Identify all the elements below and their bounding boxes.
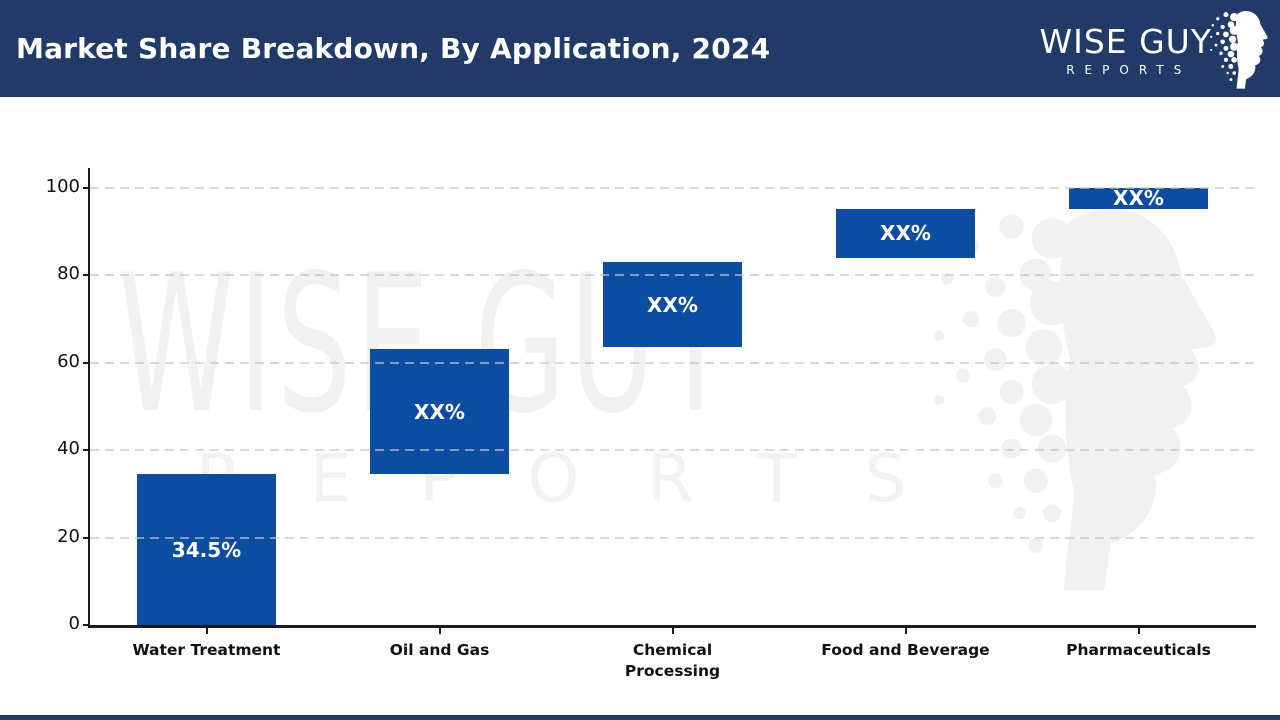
bar-value-label: XX% [647, 292, 698, 317]
gridline-40 [90, 449, 1255, 451]
bar-value-label: XX% [880, 221, 931, 246]
category-label: Water Treatment [132, 641, 281, 659]
category-label: Food and Beverage [821, 641, 990, 659]
x-tick-mark [671, 627, 674, 634]
y-tick-label: 20 [57, 525, 80, 547]
bar-2 [603, 261, 742, 348]
x-tick-mark [1137, 627, 1140, 634]
y-tick-label: 60 [57, 350, 80, 372]
watermark-subtitle: REPORTS [196, 440, 975, 517]
bar-value-label: XX% [414, 399, 465, 424]
bar-0 [137, 474, 276, 625]
bar-value-label: 34.5% [171, 537, 242, 562]
y-tick-mark [83, 624, 90, 626]
footer-accent-bar [0, 715, 1280, 720]
gridline-80 [90, 274, 1255, 276]
gridline-20 [90, 536, 1255, 539]
category-label: Chemical Processing [624, 641, 721, 680]
logo-text: WISE GUY REPORTS [1039, 21, 1212, 77]
y-tick-mark [83, 361, 90, 364]
y-tick-mark [83, 449, 90, 451]
y-axis-spine [88, 168, 90, 627]
y-tick-label: 40 [57, 438, 80, 459]
bar-1 [370, 349, 509, 475]
gridline-60 [90, 361, 1255, 364]
header: Market Share Breakdown, By Application, … [0, 0, 1280, 97]
bar-3 [836, 209, 975, 258]
y-tick-mark [83, 536, 90, 539]
y-tick-mark [83, 274, 90, 276]
wiseguy-logo: WISE GUY REPORTS [1039, 4, 1272, 96]
watermark-face-icon [874, 198, 1238, 602]
page-title: Market Share Breakdown, By Application, … [16, 32, 771, 65]
y-tick-label: 80 [57, 263, 80, 284]
x-tick-mark [205, 627, 208, 634]
x-tick-mark [438, 627, 441, 634]
x-axis-spine [88, 625, 1256, 628]
logo-wordmark: WISE GUY [1039, 21, 1212, 61]
gridline-100 [90, 186, 1255, 189]
logo-subtitle: REPORTS [1066, 62, 1192, 77]
bar-4 [1069, 187, 1208, 210]
y-tick-label: 100 [45, 175, 80, 197]
bar-value-label: XX% [1113, 186, 1164, 211]
y-tick-mark [83, 186, 90, 189]
category-label: Oil and Gas [389, 641, 490, 659]
y-tick-label: 0 [68, 613, 80, 634]
category-label: Pharmaceuticals [1066, 641, 1211, 659]
x-tick-mark [904, 627, 907, 634]
